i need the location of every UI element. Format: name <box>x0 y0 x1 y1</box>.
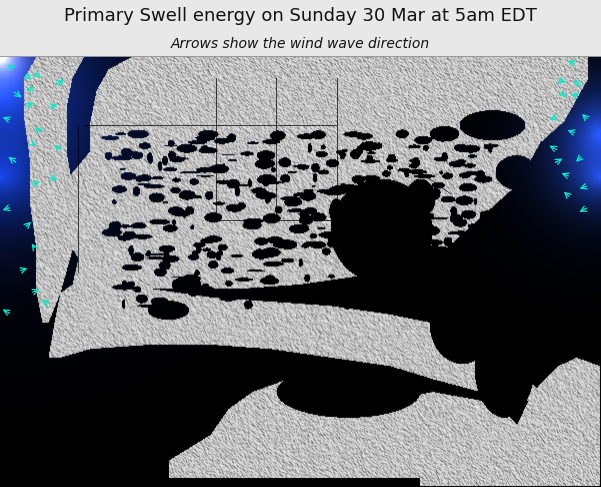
Text: Arrows show the wind wave direction: Arrows show the wind wave direction <box>171 37 430 51</box>
Text: Primary Swell energy on Sunday 30 Mar at 5am EDT: Primary Swell energy on Sunday 30 Mar at… <box>64 7 537 25</box>
